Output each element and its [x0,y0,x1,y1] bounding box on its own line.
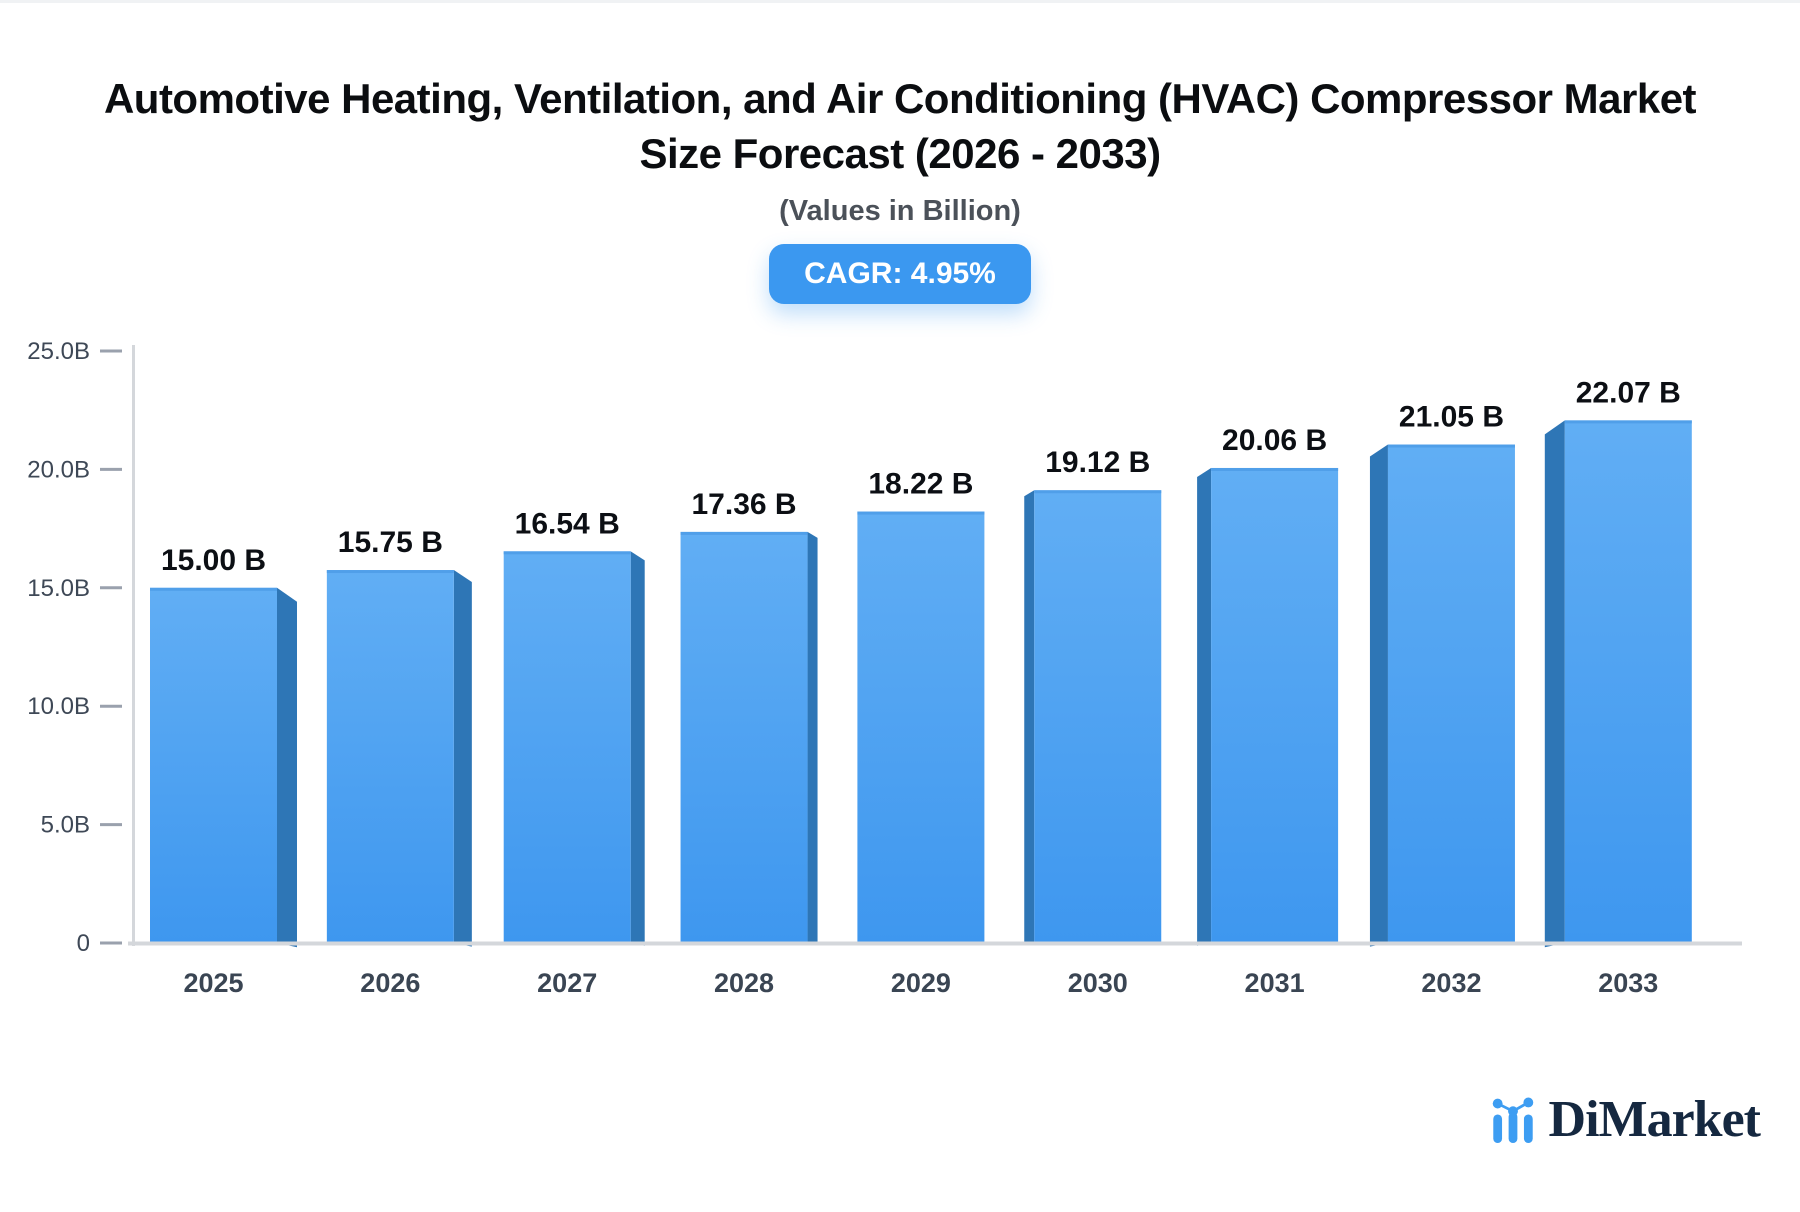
bar-side-3d [1369,444,1388,947]
y-tick-label: 10.0B [27,693,90,720]
dimarket-logo: DiMarket [1492,1091,1761,1148]
x-axis-label: 2030 [1068,968,1128,998]
bar-value-label: 21.05 B [1399,401,1504,434]
bar-2026 [326,570,454,943]
bar-side-3d [1197,467,1212,946]
bar-top-edge [680,531,808,535]
y-axis-line [132,345,135,946]
bar-top-edge [857,511,985,515]
y-tick-label: 20.0B [27,456,90,483]
bar-top-edge [1564,420,1692,424]
logo-dot [1522,1097,1533,1108]
bar-side-3d [1024,490,1035,945]
bar-value-label: 22.07 B [1576,376,1681,409]
bar-top-edge [326,570,454,574]
bar-value-label: 17.36 B [692,488,797,521]
logo-bar [1508,1112,1517,1143]
chart-header: Automotive Heating, Ventilation, and Air… [0,72,1800,305]
bar-2029 [857,511,985,943]
x-axis-label: 2033 [1598,968,1658,998]
logo-text: DiMarket [1548,1091,1761,1148]
chart-title: Automotive Heating, Ventilation, and Air… [103,75,1697,177]
bar-top-edge [1387,444,1515,448]
bar-side-3d [630,551,645,946]
bar-2032 [1387,444,1515,943]
x-axis-label: 2025 [183,968,243,998]
bar-value-label: 18.22 B [868,468,973,501]
y-tick-label: 0 [77,930,90,957]
x-axis-label: 2026 [360,968,420,998]
bar-2031 [1211,467,1339,943]
bar-top-edge [1034,490,1162,494]
x-axis-label: 2027 [537,968,597,998]
x-axis-label: 2028 [714,968,774,998]
logo-bar [1523,1114,1533,1143]
bar-side-3d [807,531,818,945]
bar-value-label: 16.54 B [515,507,620,540]
bar-value-label: 15.75 B [338,526,443,559]
mini-bar-chart-icon [1492,1097,1533,1143]
cagr-badge: CAGR: 4.95% [769,244,1031,305]
chart-subtitle: (Values in Billion) [779,195,1021,228]
bar-2025 [150,587,277,943]
bar-side-3d [277,587,297,948]
bar-value-label: 20.06 B [1222,424,1327,457]
x-axis-label: 2029 [891,968,951,998]
x-axis-label: 2032 [1421,968,1481,998]
y-tick-label: 5.0B [41,812,90,839]
y-tick-label: 25.0B [27,338,90,365]
bar-top-edge [150,587,277,591]
bar-side-3d [453,570,472,947]
bar-2027 [503,551,631,943]
bar-top-edge [1211,467,1339,471]
logo-bar [1492,1114,1502,1143]
y-tick-label: 15.0B [27,575,90,602]
bar-2028 [680,531,808,943]
bar-side-3d [1544,420,1565,948]
x-axis-line [128,941,1742,946]
bar-2030 [1034,490,1162,943]
logo-dot [1492,1098,1503,1109]
x-axis-label: 2031 [1245,968,1305,998]
bar-value-label: 15.00 B [161,544,266,577]
bar-top-edge [503,551,631,555]
bar-value-label: 19.12 B [1045,446,1150,479]
bar-2033 [1564,420,1692,943]
